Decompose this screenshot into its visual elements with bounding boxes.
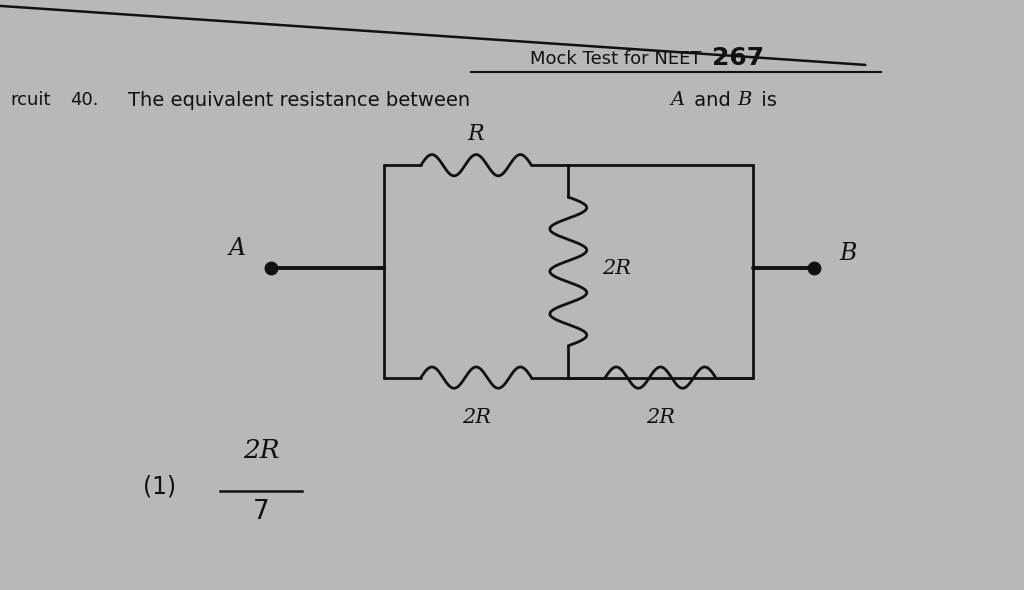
Text: Mock Test for NEET: Mock Test for NEET: [530, 50, 701, 68]
Text: B: B: [737, 91, 752, 110]
Text: A: A: [671, 91, 685, 110]
Text: 2R: 2R: [462, 408, 490, 427]
Text: is: is: [755, 91, 776, 110]
Text: The equivalent resistance between: The equivalent resistance between: [128, 91, 476, 110]
Text: 2R: 2R: [602, 259, 631, 278]
Text: 40.: 40.: [70, 91, 98, 110]
Text: B: B: [840, 242, 857, 266]
Text: 2R: 2R: [646, 408, 675, 427]
Text: rcuit: rcuit: [10, 91, 51, 110]
Text: 2R: 2R: [243, 438, 280, 463]
Text: A: A: [228, 237, 246, 260]
Text: (1): (1): [143, 475, 176, 499]
Text: R: R: [468, 123, 484, 145]
Text: 267: 267: [712, 45, 764, 70]
Text: 7: 7: [253, 499, 269, 525]
Text: and: and: [688, 91, 737, 110]
